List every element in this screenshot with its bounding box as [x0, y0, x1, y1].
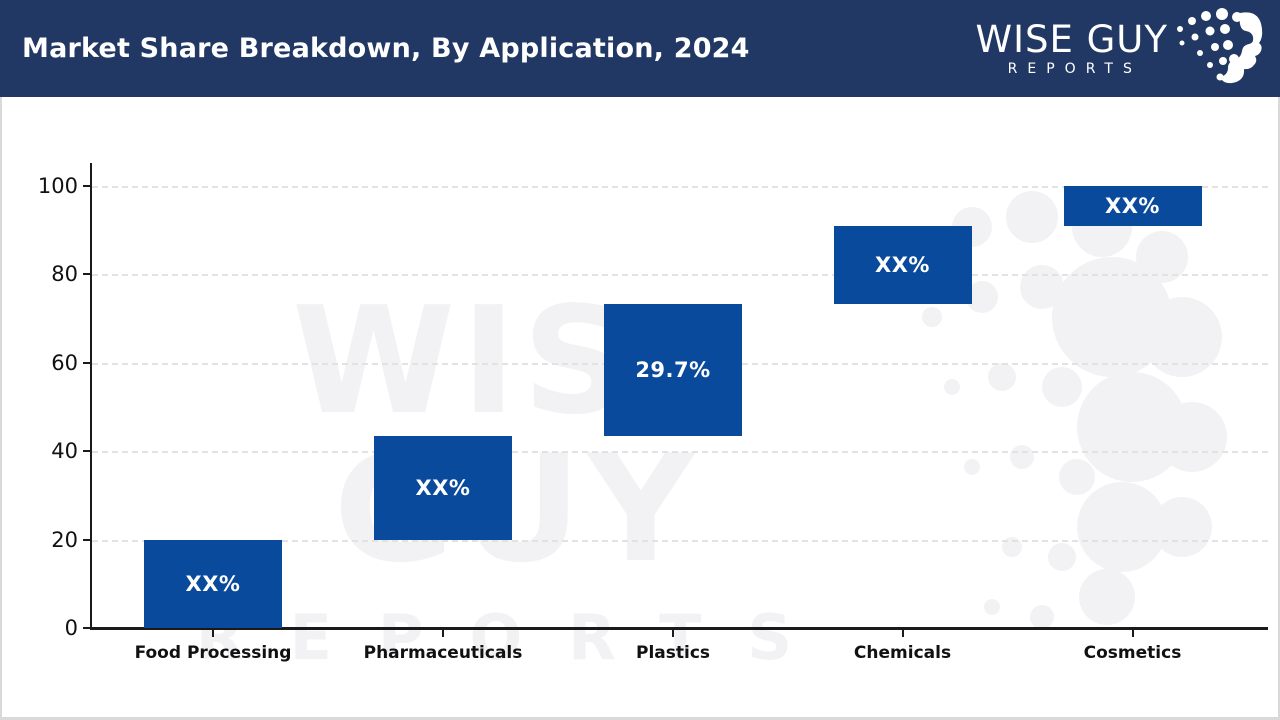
x-tick-label-plastics: Plastics — [635, 643, 711, 663]
bar-pharmaceuticals: XX% — [374, 435, 512, 540]
logo-wordmark-line1: WISE GUY — [975, 17, 1168, 61]
y-tick-mark-20 — [83, 538, 90, 541]
gridline-y40 — [92, 451, 1268, 454]
bar-plastics: 29.7% — [604, 304, 742, 436]
chart-title: Market Share Breakdown, By Application, … — [22, 33, 750, 64]
x-tick-label-food-processing: Food Processing — [134, 643, 292, 663]
y-tick-mark-100 — [83, 185, 90, 187]
y-tick-label-80: 80 — [51, 262, 78, 287]
x-axis-line — [90, 627, 1268, 630]
header-bar: Market Share Breakdown, By Application, … — [0, 0, 1280, 97]
gridline-y20 — [92, 539, 1268, 542]
y-tick-label-20: 20 — [51, 527, 78, 552]
bar-value-label: XX% — [185, 571, 241, 596]
x-tick-mark-1 — [212, 630, 214, 637]
bar-cosmetics: XX% — [1063, 186, 1202, 226]
x-tick-label-pharmaceuticals: Pharmaceuticals — [363, 643, 523, 663]
logo-face-icon — [1177, 7, 1263, 83]
y-tick-label-100: 100 — [37, 174, 78, 198]
logo-wordmark: WISE GUY REPORTS — [976, 21, 1168, 77]
bar-chemicals: XX% — [833, 225, 972, 305]
y-tick-label-0: 0 — [64, 616, 78, 640]
bar-value-label: XX% — [1105, 193, 1160, 218]
y-tick-mark-80 — [83, 273, 90, 276]
y-tick-mark-40 — [83, 450, 90, 453]
bar-value-label: XX% — [415, 475, 471, 500]
y-tick-label-40: 40 — [51, 439, 78, 464]
bar-value-label: XX% — [875, 253, 930, 278]
logo-wordmark-line2: REPORTS — [1007, 60, 1142, 77]
watermark-line1: WISE GUY — [291, 275, 742, 595]
x-tick-mark-3 — [672, 630, 674, 637]
chart-area: WISE GUY REPORTS 0 20 40 60 80 100 XX% XX% 29.7%… — [2, 97, 1278, 715]
x-tick-mark-5 — [1131, 630, 1134, 637]
gridline-y80 — [92, 274, 1268, 277]
y-tick-mark-60 — [83, 361, 90, 364]
y-tick-mark-0 — [83, 627, 90, 629]
x-tick-label-cosmetics: Cosmetics — [1083, 643, 1182, 663]
y-axis-line — [90, 163, 92, 630]
y-tick-label-60: 60 — [51, 350, 78, 375]
bar-value-label: 29.7% — [635, 358, 711, 383]
gridline-y100 — [92, 186, 1268, 188]
bar-food-processing: XX% — [144, 539, 282, 628]
x-tick-mark-4 — [901, 630, 904, 637]
wise-guy-logo: WISE GUY REPORTS — [976, 7, 1280, 91]
x-tick-mark-2 — [442, 630, 444, 637]
x-tick-label-chemicals: Chemicals — [853, 643, 952, 663]
